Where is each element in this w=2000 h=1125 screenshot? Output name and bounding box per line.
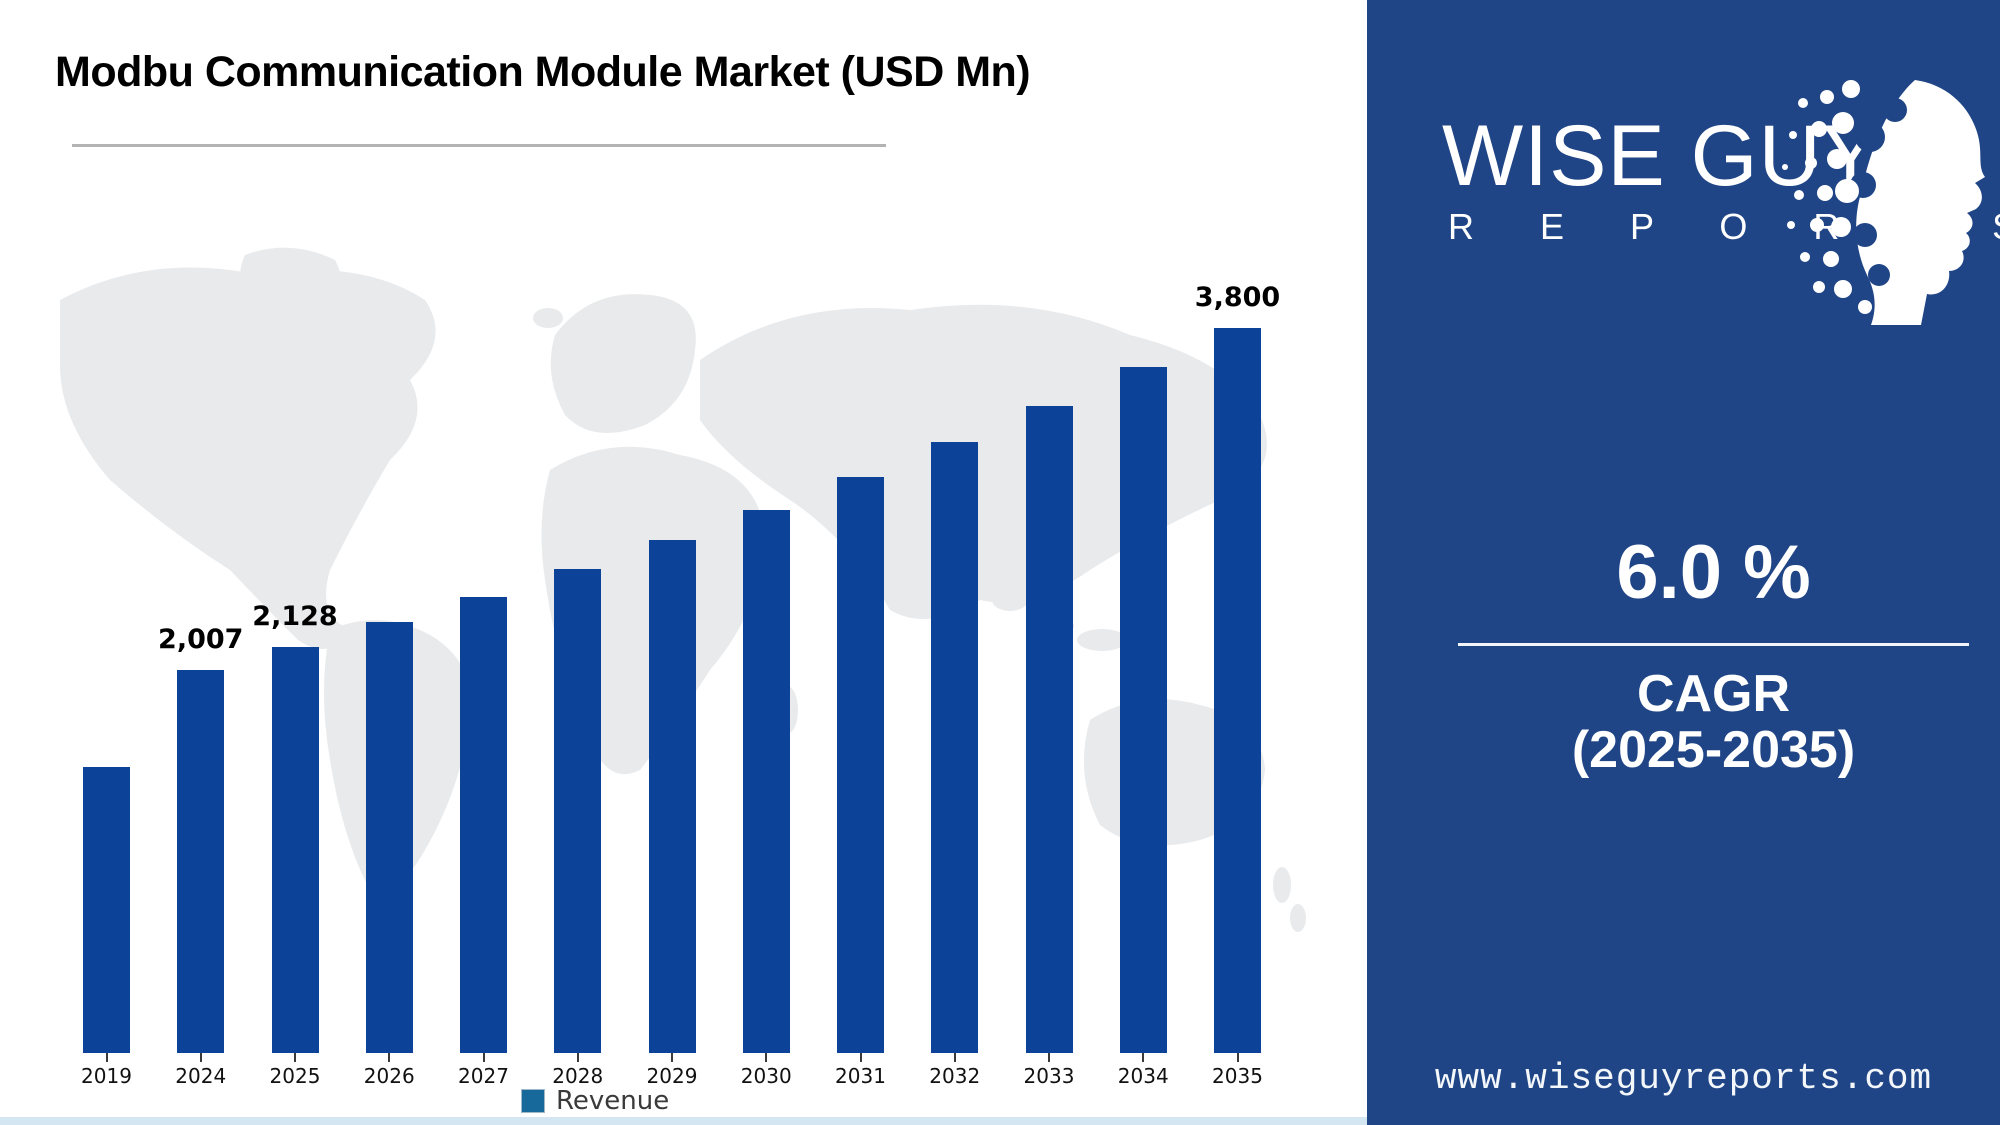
bar-2030 bbox=[742, 510, 790, 1053]
bar-2032 bbox=[931, 442, 979, 1053]
bar-2028 bbox=[554, 569, 602, 1053]
data-label-2024: 2,007 bbox=[158, 624, 244, 655]
x-tick-label-2030: 2030 bbox=[740, 1064, 792, 1088]
x-axis-tick-2029 bbox=[671, 1053, 673, 1062]
x-axis-tick-2035 bbox=[1236, 1053, 1239, 1062]
x-axis-tick-2031 bbox=[859, 1053, 862, 1062]
x-tick-label-2029: 2029 bbox=[646, 1064, 698, 1088]
x-axis-tick-2024 bbox=[199, 1053, 202, 1062]
x-axis-tick-2027 bbox=[482, 1053, 485, 1062]
x-tick-label-2027: 2027 bbox=[458, 1064, 509, 1088]
cagr-block: 6.0 % CAGR (2025-2035) bbox=[1447, 533, 1980, 778]
cagr-period: (2025-2035) bbox=[1571, 720, 1856, 779]
x-axis-tick-2025 bbox=[294, 1053, 296, 1062]
x-axis-tick-2028 bbox=[576, 1053, 579, 1062]
bar-2031 bbox=[837, 477, 884, 1053]
logo-head-icon bbox=[1772, 75, 1998, 330]
x-tick-label-2034: 2034 bbox=[1117, 1064, 1169, 1088]
bar-2035 bbox=[1214, 328, 1261, 1053]
x-tick-label-2028: 2028 bbox=[552, 1064, 604, 1088]
legend-swatch-revenue bbox=[521, 1089, 545, 1113]
x-tick-label-2031: 2031 bbox=[835, 1064, 886, 1088]
x-axis-tick-2030 bbox=[765, 1053, 768, 1062]
bottom-accent-strip bbox=[0, 1117, 1367, 1125]
bar-2024 bbox=[177, 670, 225, 1053]
title-underline bbox=[72, 144, 886, 147]
legend-label-revenue: Revenue bbox=[556, 1086, 670, 1116]
x-tick-label-2033: 2033 bbox=[1023, 1064, 1075, 1088]
bar-2026 bbox=[365, 622, 413, 1053]
logo-wordmark: WISE GUY bbox=[1442, 108, 1881, 204]
cagr-label: CAGR bbox=[1636, 664, 1791, 723]
x-tick-label-2025: 2025 bbox=[269, 1064, 321, 1088]
website-url: www.wiseguyreports.com bbox=[1434, 1058, 1933, 1099]
dotted-head-profile-icon bbox=[1782, 80, 1985, 325]
bar-2034 bbox=[1119, 367, 1167, 1053]
x-axis-tick-2019 bbox=[105, 1053, 108, 1062]
x-tick-label-2035: 2035 bbox=[1212, 1064, 1263, 1088]
x-axis-tick-2034 bbox=[1142, 1053, 1145, 1062]
x-tick-label-2026: 2026 bbox=[363, 1064, 415, 1088]
x-axis-tick-2033 bbox=[1048, 1053, 1050, 1062]
data-label-2025: 2,128 bbox=[252, 601, 338, 632]
x-tick-label-2019: 2019 bbox=[81, 1064, 132, 1088]
cagr-divider bbox=[1457, 642, 1970, 646]
bar-2025 bbox=[271, 647, 319, 1053]
sidebar: WISE GUY R E P O R T S bbox=[1367, 0, 2000, 1125]
bar-2033 bbox=[1025, 406, 1073, 1053]
cagr-value: 6.0 % bbox=[1616, 530, 1811, 615]
x-axis-tick-2026 bbox=[388, 1053, 391, 1062]
bar-2019 bbox=[83, 767, 130, 1053]
chart-title: Modbu Communication Module Market (USD M… bbox=[55, 48, 1031, 96]
bar-chart-plot-area: 2019 2024 2,007 2025 2,128 2026 2027 2028 2029 20… bbox=[81, 282, 1281, 1088]
x-tick-label-2032: 2032 bbox=[929, 1064, 981, 1088]
chart-panel: Modbu Communication Module Market (USD M… bbox=[0, 48, 1367, 1125]
data-label-2035: 3,800 bbox=[1194, 282, 1281, 313]
chart-legend: Revenue bbox=[521, 1086, 669, 1116]
bar-2027 bbox=[460, 597, 507, 1053]
bar-2029 bbox=[648, 540, 696, 1053]
wise-guy-reports-logo: WISE GUY R E P O R T S bbox=[1442, 75, 2000, 325]
x-tick-label-2024: 2024 bbox=[175, 1064, 227, 1088]
x-axis-tick-2032 bbox=[953, 1053, 956, 1062]
